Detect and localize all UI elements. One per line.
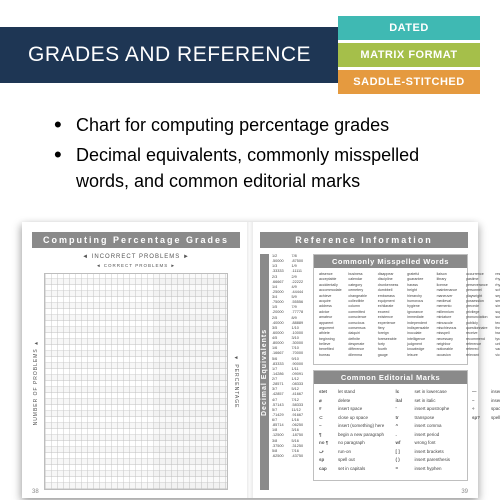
feature-bullets: Chart for computing percentage grades Dec… bbox=[54, 112, 470, 198]
tag: MATRIX FORMAT bbox=[338, 43, 480, 67]
tag: DATED bbox=[338, 16, 480, 40]
words-box: Commonly Misspelled Words absenceaccepta… bbox=[313, 254, 468, 365]
right-page-title: Reference Information bbox=[260, 232, 468, 248]
y-axis-label: NUMBER OF PROBLEMS ► bbox=[32, 273, 40, 490]
marks-box: Common Editorial Marks stetlet stand⌀del… bbox=[313, 370, 468, 481]
marks-grid: stetlet stand⌀delete#insert space⊂close … bbox=[314, 384, 467, 480]
left-subhead-1: ◄ INCORRECT PROBLEMS ► bbox=[32, 254, 240, 261]
decimal-list: 1/2 .500001/3 .333332/3 .666671/4 .25000… bbox=[269, 254, 308, 490]
bullet-item: Decimal equivalents, commonly misspelled… bbox=[54, 142, 470, 194]
decimal-label: Decimal Equivalents bbox=[260, 254, 269, 490]
grade-chart: NUMBER OF PROBLEMS ► ◄ PERCENTAGE bbox=[32, 273, 240, 490]
header-title: GRADES AND REFERENCE bbox=[28, 43, 311, 67]
bullet-item: Chart for computing percentage grades bbox=[54, 112, 470, 138]
right-page-number: 39 bbox=[461, 489, 468, 495]
left-page-title: Computing Percentage Grades bbox=[32, 232, 240, 248]
decimal-column: Decimal Equivalents 1/2 .500001/3 .33333… bbox=[260, 254, 308, 490]
marks-title: Common Editorial Marks bbox=[314, 371, 467, 384]
words-title: Commonly Misspelled Words bbox=[314, 255, 467, 268]
left-subhead-2: ◄ CORRECT PROBLEMS ► bbox=[32, 263, 240, 268]
tag: SADDLE-STITCHED bbox=[338, 70, 480, 94]
bullet-list: Chart for computing percentage grades Dec… bbox=[54, 112, 470, 194]
header-band: GRADES AND REFERENCE bbox=[0, 27, 338, 83]
left-page: Computing Percentage Grades ◄ INCORRECT … bbox=[22, 222, 250, 498]
right-page: Reference Information Decimal Equivalent… bbox=[250, 222, 478, 498]
book-spread: Computing Percentage Grades ◄ INCORRECT … bbox=[22, 222, 478, 498]
right-axis-label: ◄ PERCENTAGE bbox=[232, 273, 240, 490]
tag-list: DATED MATRIX FORMAT SADDLE-STITCHED bbox=[338, 16, 480, 94]
left-page-number: 38 bbox=[32, 489, 39, 495]
words-grid: absenceacceptableaccidentallyaccommodate… bbox=[314, 268, 467, 364]
percentage-grid bbox=[44, 273, 228, 490]
